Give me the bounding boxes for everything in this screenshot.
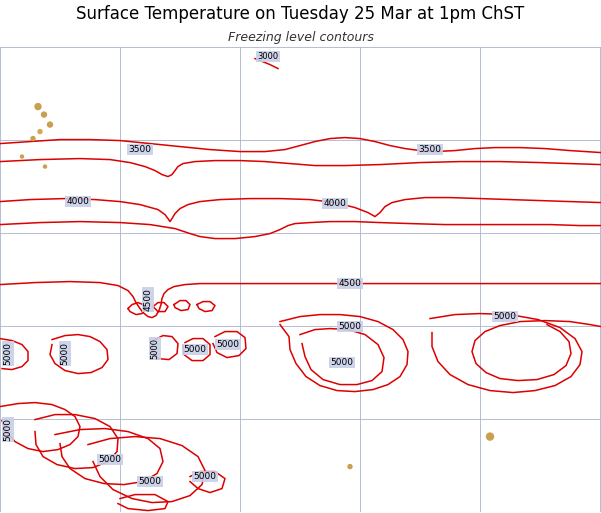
Text: Freezing level contours: Freezing level contours <box>228 30 373 44</box>
Text: 4500: 4500 <box>338 279 361 288</box>
Text: 5000: 5000 <box>216 340 240 349</box>
Text: 5000: 5000 <box>150 338 159 359</box>
Text: 5000: 5000 <box>61 342 70 365</box>
Circle shape <box>41 112 46 117</box>
Text: 5000: 5000 <box>4 418 13 441</box>
Text: Surface Temperature on Tuesday 25 Mar at 1pm ChST: Surface Temperature on Tuesday 25 Mar at… <box>76 6 525 24</box>
Text: 5000: 5000 <box>331 358 353 367</box>
Text: 5000: 5000 <box>4 342 13 365</box>
Text: 4500: 4500 <box>144 288 153 311</box>
Circle shape <box>486 433 493 440</box>
Text: 5000: 5000 <box>138 477 162 486</box>
Text: 3000: 3000 <box>257 52 278 61</box>
Text: 4000: 4000 <box>67 197 90 206</box>
Circle shape <box>35 104 41 110</box>
Circle shape <box>31 136 35 141</box>
Text: 5000: 5000 <box>99 455 121 464</box>
Text: 5000: 5000 <box>493 312 516 321</box>
Text: 4000: 4000 <box>323 199 346 208</box>
Text: 5000: 5000 <box>338 322 361 331</box>
Text: 5000: 5000 <box>194 472 216 481</box>
Circle shape <box>20 155 23 158</box>
Text: 3500: 3500 <box>418 145 442 154</box>
Text: 3500: 3500 <box>129 145 151 154</box>
Circle shape <box>348 465 352 468</box>
Text: 5000: 5000 <box>183 345 207 354</box>
Circle shape <box>38 130 42 133</box>
Circle shape <box>43 165 46 168</box>
Circle shape <box>47 122 52 127</box>
